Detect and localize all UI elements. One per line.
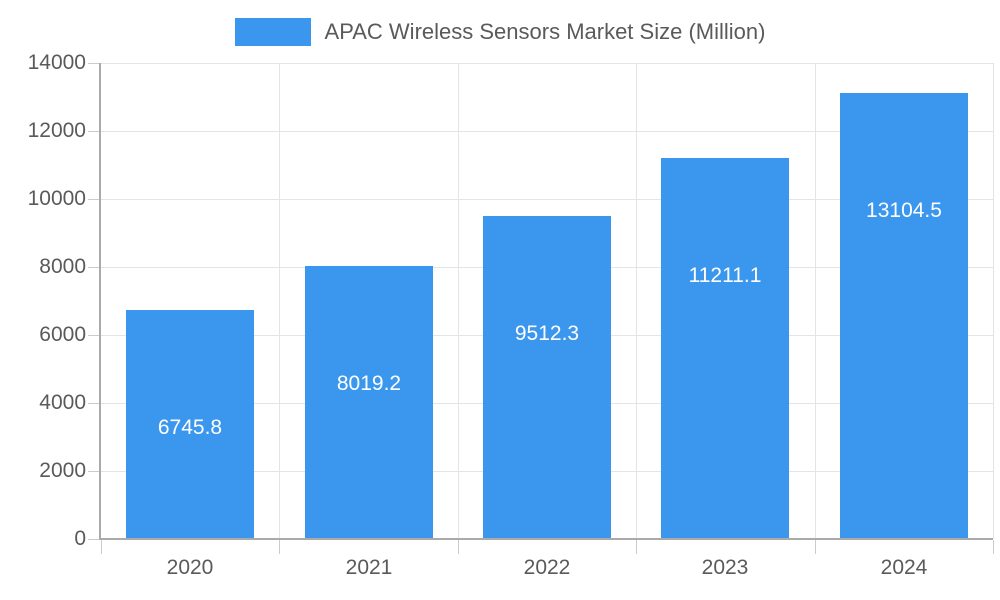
y-axis-line (99, 63, 101, 540)
y-axis-ticks: 14000 12000 10000 8000 6000 4000 2000 0 (0, 0, 86, 600)
chart-legend: APAC Wireless Sensors Market Size (Milli… (0, 14, 1000, 50)
bar[interactable] (840, 93, 968, 539)
legend-swatch-icon (234, 18, 311, 46)
y-axis-tick-mark (88, 63, 99, 64)
x-axis-tick-label: 2021 (345, 556, 393, 579)
y-axis-tick-label: 14000 (27, 51, 86, 74)
x-axis-line (99, 538, 993, 540)
bar[interactable] (483, 216, 611, 539)
gridline-vertical (993, 63, 994, 539)
x-axis-tick-label: 2022 (523, 556, 571, 579)
x-axis-tick-mark (636, 540, 637, 554)
legend-label: APAC Wireless Sensors Market Size (Milli… (324, 19, 766, 44)
y-axis-tick-mark (88, 267, 99, 268)
x-axis-tick-label: 2024 (880, 556, 928, 579)
plot-area (101, 63, 994, 540)
x-axis-tick-mark (279, 540, 280, 554)
y-axis-tick-mark (88, 403, 99, 404)
gridline-horizontal (101, 199, 993, 200)
y-axis-tick-mark (88, 335, 99, 336)
y-axis-tick-mark (88, 539, 99, 540)
gridline-vertical (815, 63, 816, 539)
y-axis-tick-label: 0 (74, 527, 86, 550)
x-axis-tick-mark (101, 540, 102, 554)
gridline-horizontal (101, 131, 993, 132)
y-axis-tick-label: 6000 (39, 323, 86, 346)
gridline-vertical (458, 63, 459, 539)
bar[interactable] (305, 266, 433, 539)
y-axis-tick-mark (88, 199, 99, 200)
y-axis-tick-label: 10000 (27, 187, 86, 210)
gridline-horizontal (101, 63, 993, 64)
gridline-vertical (279, 63, 280, 539)
bar[interactable] (661, 158, 789, 539)
x-axis-tick-label: 2020 (166, 556, 214, 579)
x-axis-tick-mark (815, 540, 816, 554)
y-axis-tick-label: 12000 (27, 119, 86, 142)
x-axis-tick-mark (458, 540, 459, 554)
bar[interactable] (126, 310, 254, 539)
y-axis-tick-mark (88, 131, 99, 132)
y-axis-tick-label: 8000 (39, 255, 86, 278)
x-axis-tick-label: 2023 (701, 556, 749, 579)
y-axis-tick-label: 2000 (39, 459, 86, 482)
y-axis-tick-label: 4000 (39, 391, 86, 414)
y-axis-tick-mark (88, 471, 99, 472)
gridline-vertical (636, 63, 637, 539)
x-axis-tick-mark (993, 540, 994, 554)
